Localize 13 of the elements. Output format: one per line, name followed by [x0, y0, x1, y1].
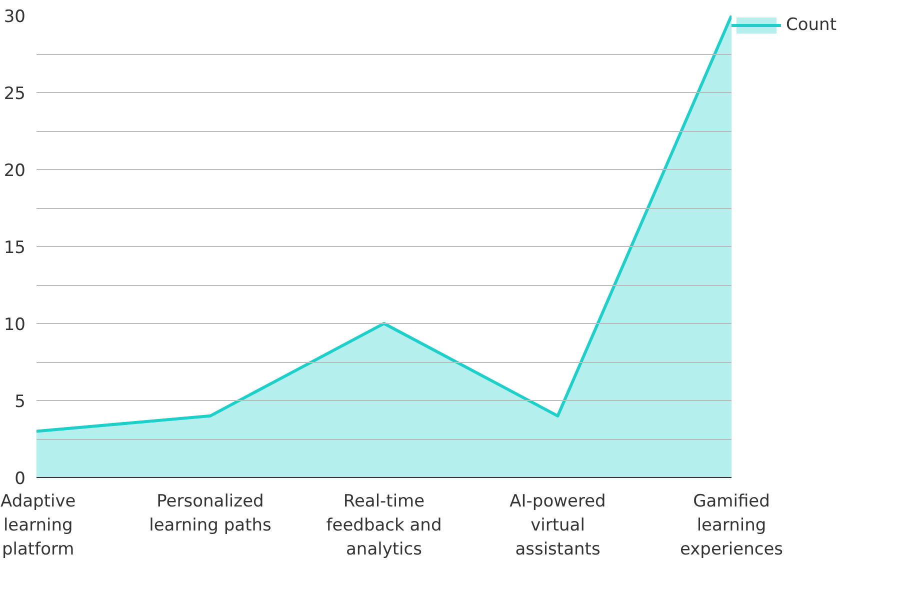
y-tick-label: 15 — [4, 238, 26, 258]
x-tick-label: AI-powered virtual assistants — [510, 492, 606, 560]
y-tick-label: 5 — [14, 392, 26, 412]
y-tick-label: 20 — [4, 161, 26, 181]
x-tick-label: Real-time feedback and analytics — [326, 492, 442, 560]
legend-label: Count — [786, 15, 836, 35]
y-tick-label: 0 — [14, 469, 26, 489]
x-tick-label: Personalized learning paths — [149, 492, 272, 536]
x-tick-label: Gamified learning experiences — [680, 492, 784, 560]
y-tick-label: 10 — [4, 315, 26, 335]
x-tick-label: Adaptive learning platform — [0, 492, 76, 560]
y-tick-label: 30 — [4, 7, 26, 27]
y-tick-label: 25 — [4, 84, 26, 104]
